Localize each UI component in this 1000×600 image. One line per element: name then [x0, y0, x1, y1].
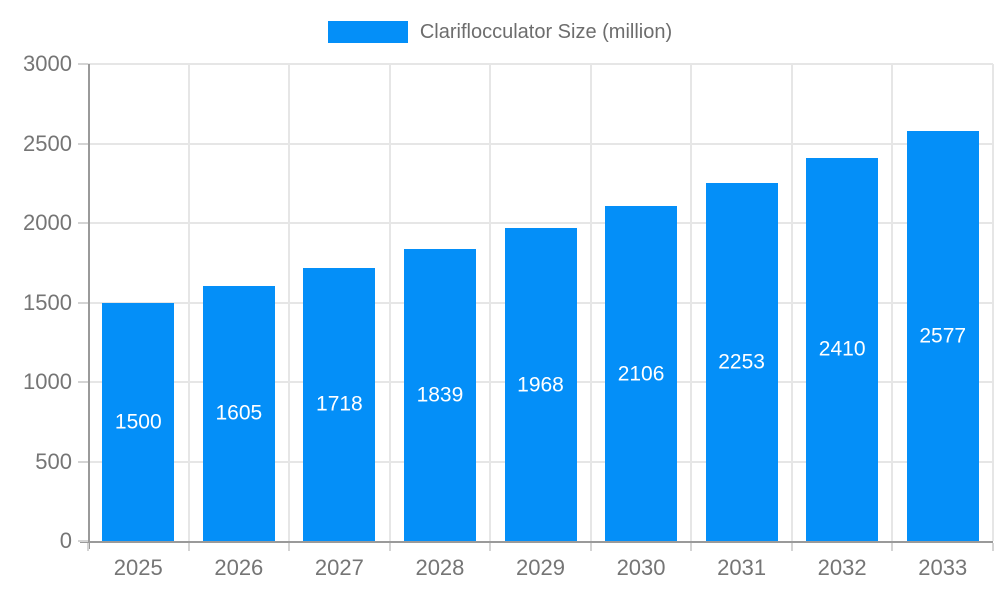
x-tick: [690, 543, 693, 551]
bar-value-label: 1718: [316, 392, 363, 416]
gridline-h: [88, 222, 993, 224]
x-tick-label: 2025: [113, 555, 163, 580]
y-tick-label: 500: [35, 448, 72, 474]
x-tick-label: 2028: [415, 555, 465, 580]
y-tick: [78, 63, 88, 65]
x-tick-label: 2031: [717, 555, 767, 580]
x-axis-line: [80, 541, 993, 543]
x-tick: [992, 543, 994, 551]
y-tick: [78, 301, 88, 304]
gridline-h: [88, 142, 993, 145]
y-tick-label: 2500: [23, 130, 72, 156]
x-tick: [589, 543, 592, 551]
x-tick: [288, 543, 291, 551]
y-tick-label: 0: [59, 528, 72, 553]
x-tick-label: 2027: [314, 555, 364, 580]
bar-2026[interactable]: [202, 285, 275, 541]
y-tick: [78, 142, 88, 145]
bar-value-label: 2106: [617, 362, 665, 386]
gridline-h: [88, 63, 993, 65]
bar-value-label: 2253: [718, 350, 765, 374]
gridline-v: [388, 64, 391, 541]
y-tick-label: 2000: [23, 210, 72, 235]
bar-2029[interactable]: [504, 228, 577, 541]
y-tick: [78, 540, 88, 542]
bar-value-label: 2410: [818, 337, 866, 361]
bar-value-label: 2577: [919, 324, 967, 348]
y-tick: [78, 222, 88, 224]
gridline-v: [288, 64, 291, 541]
gridline-v: [891, 64, 894, 541]
gridline-v: [187, 64, 190, 541]
bar-value-label: 1605: [215, 401, 263, 425]
bar-2031[interactable]: [705, 182, 778, 541]
bar-value-label: 1500: [114, 410, 162, 434]
bar-2027[interactable]: [303, 267, 376, 541]
x-tick: [388, 543, 391, 551]
bar-2032[interactable]: [806, 157, 879, 541]
x-tick-label: 2033: [918, 555, 968, 580]
bar-2033[interactable]: [906, 131, 979, 541]
x-tick-label: 2030: [616, 555, 666, 580]
y-tick-label: 3000: [23, 51, 72, 76]
gridline-v: [690, 64, 693, 541]
y-axis-line: [88, 64, 90, 549]
legend-swatch: [327, 21, 408, 43]
gridline-v: [589, 64, 592, 541]
y-tick-label: 1000: [23, 369, 72, 394]
y-tick: [78, 381, 88, 383]
chart-legend[interactable]: Clariflocculator Size (million): [0, 14, 1000, 50]
bar-2028[interactable]: [403, 248, 476, 541]
gridline-v: [489, 64, 492, 541]
bar-2025[interactable]: [102, 302, 175, 541]
bar-2030[interactable]: [605, 206, 678, 541]
gridline-v: [790, 64, 793, 541]
bar-value-label: 1968: [517, 373, 564, 397]
gridline-v: [992, 64, 994, 541]
x-tick-label: 2026: [214, 555, 264, 580]
legend-label: Clariflocculator Size (million): [419, 21, 673, 43]
x-tick: [87, 543, 89, 551]
x-tick: [187, 543, 190, 551]
x-tick-label: 2029: [516, 555, 565, 580]
x-tick: [489, 543, 492, 551]
y-tick-label: 1500: [23, 289, 72, 315]
x-tick-label: 2032: [817, 555, 867, 580]
x-tick: [891, 543, 894, 551]
x-tick: [790, 543, 793, 551]
y-tick: [78, 460, 88, 463]
bar-value-label: 1839: [416, 383, 464, 407]
